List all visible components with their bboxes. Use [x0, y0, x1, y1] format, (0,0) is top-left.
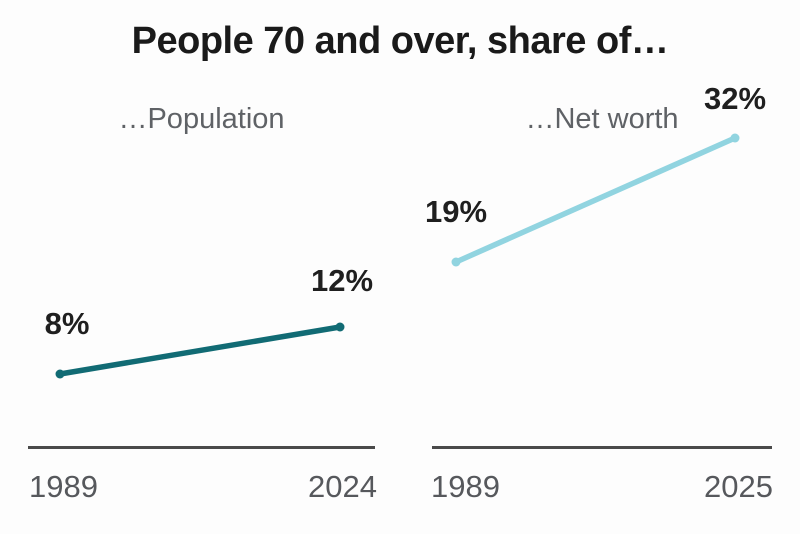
chart-title: People 70 and over, share of… [131, 20, 669, 62]
value-label-net-worth-1989: 19% [424, 194, 488, 229]
net-worth-data-point [451, 257, 461, 267]
net-worth-data-point [730, 133, 740, 143]
value-label-population-2024: 12% [310, 263, 374, 298]
value-label-net-worth-2025: 32% [703, 81, 767, 116]
value-label-population-1989: 8% [44, 306, 90, 341]
subtitle-population: …Population [118, 103, 285, 135]
x-tick-population-end: 2024 [308, 469, 377, 504]
net-worth-trend-line [453, 135, 738, 265]
x-axis-population [28, 446, 375, 449]
x-tick-net-worth-end: 2025 [704, 469, 773, 504]
population-data-point [335, 322, 345, 332]
population-trend-line [57, 324, 343, 377]
x-axis-net-worth [432, 446, 772, 449]
x-tick-population-start: 1989 [29, 469, 98, 504]
x-tick-net-worth-start: 1989 [431, 469, 500, 504]
population-data-point [55, 369, 65, 379]
subtitle-net-worth: …Net worth [525, 103, 679, 135]
